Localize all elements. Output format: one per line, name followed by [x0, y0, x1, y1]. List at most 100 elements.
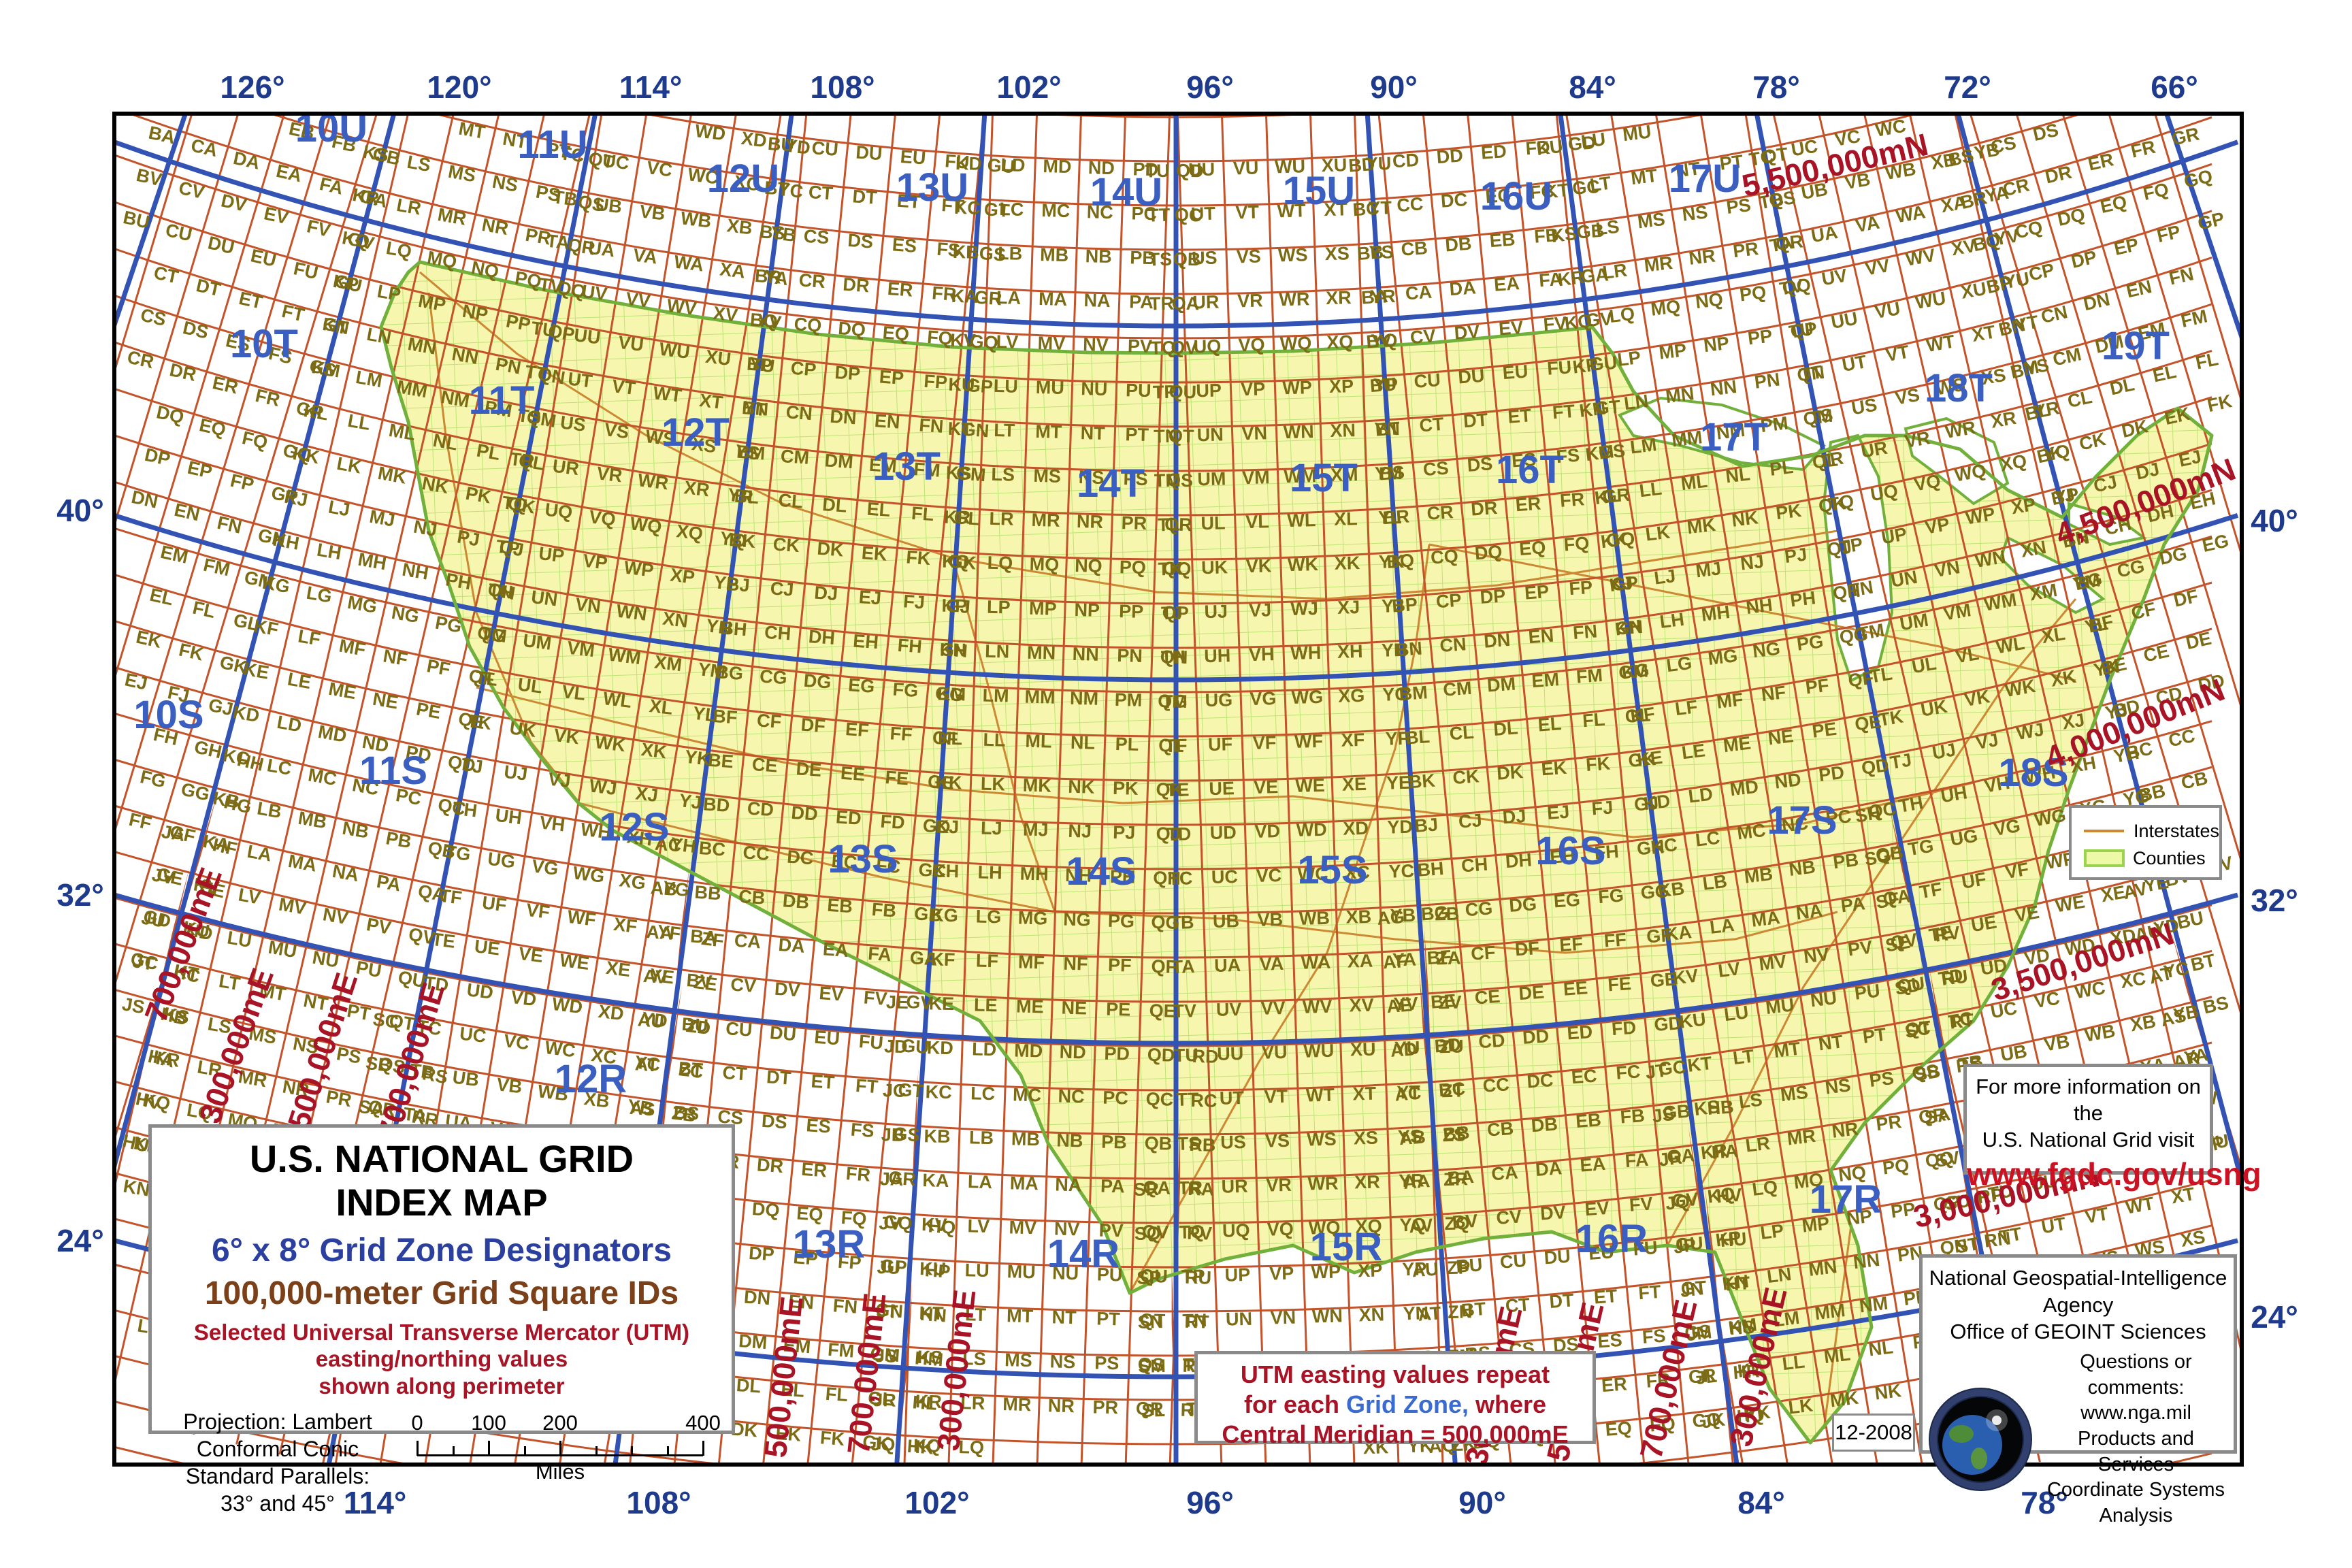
grid-square-id: EF: [845, 719, 870, 740]
grid-square-id: TK: [1158, 558, 1183, 579]
grid-square-id: FU: [1546, 357, 1572, 379]
grid-square-id: KA: [1664, 921, 1693, 945]
grid-square-id: KT: [919, 1303, 944, 1324]
grid-square-id: LS: [406, 152, 432, 176]
fgdc-url-link[interactable]: www.fgdc.gov/usng: [1967, 1156, 2261, 1192]
grid-square-id: CT: [722, 1062, 749, 1085]
grid-square-id: LT: [217, 970, 242, 994]
grid-square-id: BJ: [1414, 814, 1439, 836]
grid-square-id: BF: [1426, 946, 1452, 968]
grid-square-id: VE: [2013, 902, 2041, 926]
grid-square-id: VR: [1237, 290, 1263, 311]
grid-square-id: QQ: [555, 277, 587, 302]
grid-square-id: VS: [1265, 1130, 1290, 1152]
grid-square-id: SH: [1853, 802, 1882, 827]
grid-square-id: XB: [1345, 906, 1371, 928]
longitude-label-top: 90°: [1370, 69, 1418, 105]
interstate-line: [419, 271, 1158, 593]
grid-square-id: QC: [436, 794, 467, 819]
grid-square-id: WB: [680, 208, 713, 231]
grid-square-id: SV: [1933, 1147, 1961, 1171]
grid-square-id: BV: [135, 165, 164, 190]
grid-square-id: CC: [1396, 193, 1424, 216]
grid-square-id: DF: [1514, 938, 1540, 960]
grid-square-id: NS: [291, 1033, 320, 1058]
grid-square-id: BV: [1365, 330, 1392, 353]
grid-square-id: FQ: [240, 427, 270, 453]
grid-square-id: LD: [972, 1039, 997, 1060]
grid-square-id: KL: [1593, 485, 1620, 508]
grid-square-id: CM: [1442, 678, 1472, 700]
grid-square-id: DR: [2043, 162, 2074, 188]
grid-square-id: NM: [440, 387, 471, 412]
grid-square-id: DV: [1454, 321, 1481, 344]
grid-square-id: TC: [416, 1016, 442, 1039]
grid-square-id: TE: [1166, 779, 1190, 800]
grid-square-id: FK: [177, 639, 206, 664]
grid-square-id: LJ: [327, 497, 351, 521]
grid-square-id: SB: [1913, 1061, 1942, 1085]
grid-square-id: LG: [1665, 653, 1693, 676]
grid-square-id: QT: [587, 148, 616, 173]
grid-square-id: CN: [785, 402, 813, 424]
grid-square-id: NE: [1767, 725, 1795, 749]
grid-square-id: US: [559, 412, 587, 435]
grid-square-id: QL: [517, 450, 546, 474]
grid-square-id: BU: [121, 207, 152, 233]
grid-square-id: LF: [1674, 696, 1699, 719]
map-title-line1: U.S. NATIONAL GRID: [152, 1137, 732, 1181]
grid-square-id: LD: [1000, 154, 1026, 176]
grid-square-id: VE: [1254, 777, 1279, 798]
grid-square-id: PT: [1125, 424, 1149, 445]
grid-square-id: FJ: [902, 591, 926, 612]
grid-square-id: XQ: [675, 521, 704, 544]
grid-square-id: KJ: [282, 487, 309, 510]
grid-square-id: EQ: [2098, 191, 2129, 217]
grid-square-id: AU: [637, 1009, 665, 1032]
grid-square-id: PK: [464, 483, 493, 508]
grid-square-id: PR: [1092, 1396, 1118, 1418]
grid-square-id: WU: [1914, 288, 1947, 313]
grid-square-id: BT: [2189, 950, 2217, 975]
grid-square-id: XD: [597, 1001, 625, 1024]
grid-square-id: FN: [918, 414, 944, 437]
grid-square-id: TS: [1177, 1133, 1200, 1154]
grid-square-id: TC: [559, 143, 585, 166]
grid-square-id: DU: [855, 142, 883, 165]
grid-square-id: VC: [1256, 865, 1281, 886]
grid-square-id: LC: [1695, 828, 1721, 851]
grid-square-id: TL: [1868, 663, 1894, 687]
grid-square-id: NK: [1874, 1380, 1903, 1404]
grid-square-id: MS: [247, 1023, 278, 1047]
grid-square-id: TG: [1162, 691, 1188, 712]
grid-square-id: KC: [1650, 834, 1678, 858]
grid-square-id: PR: [325, 1086, 353, 1111]
grid-square-id: WB: [1299, 908, 1330, 929]
grid-square-id: PR: [1875, 1111, 1903, 1134]
grid-square-id: WQ: [1279, 333, 1311, 354]
grid-square-id: UB: [1999, 1041, 2029, 1065]
grid-square-id: DT: [852, 186, 879, 208]
grid-square-id: PN: [494, 354, 523, 378]
grid-zone-designator: 16U: [1480, 174, 1552, 218]
latitude-label-left: 32°: [56, 877, 104, 913]
grid-square-id: QT: [388, 1010, 417, 1034]
grid-square-id: BS: [673, 1102, 700, 1124]
grid-square-id: KU: [182, 917, 212, 942]
grid-square-id: FU: [292, 258, 321, 283]
grid-square-id: JE: [886, 992, 909, 1013]
grid-square-id: DF: [2172, 586, 2200, 611]
grid-square-id: WK: [594, 732, 627, 755]
grid-square-id: ME: [1722, 732, 1752, 756]
grid-square-id: VA: [632, 245, 659, 268]
grid-square-id: PQ: [1120, 557, 1147, 578]
grid-square-id: LL: [1781, 1351, 1806, 1374]
grid-zone-designator: 10T: [230, 322, 298, 366]
grid-square-id: FH: [897, 635, 923, 657]
grid-square-id: SQ: [1134, 1223, 1161, 1244]
nga-url-link[interactable]: www.nga.mil: [2080, 1402, 2191, 1424]
grid-square-id: DS: [2031, 120, 2060, 145]
grid-square-id: MT: [457, 118, 487, 143]
grid-square-id: NS: [491, 172, 519, 196]
grid-square-id: MB: [297, 808, 328, 833]
